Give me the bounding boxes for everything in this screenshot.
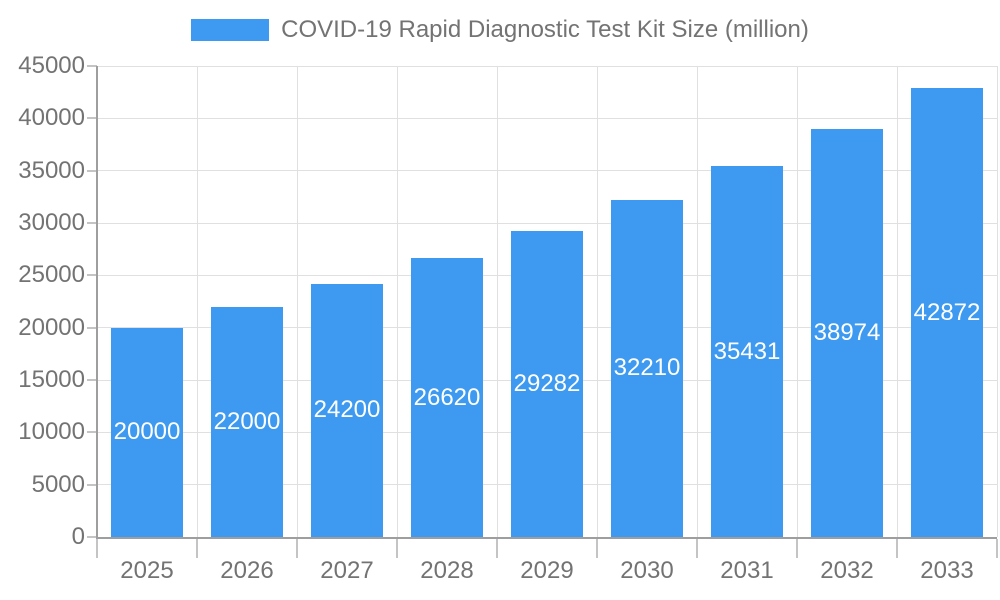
x-gridline <box>896 66 898 537</box>
bar-value-label: 26620 <box>413 383 481 411</box>
x-tick-mark <box>196 539 198 558</box>
legend[interactable]: COVID-19 Rapid Diagnostic Test Kit Size … <box>0 14 1000 46</box>
x-tick-mark <box>96 539 98 558</box>
y-axis-tick-label: 45000 <box>18 52 85 79</box>
bar-2033[interactable] <box>911 88 983 537</box>
y-tick-mark <box>87 483 97 486</box>
x-gridline <box>296 66 298 537</box>
legend-swatch <box>191 19 270 41</box>
x-gridline <box>696 66 698 537</box>
bar-2032[interactable] <box>811 129 883 537</box>
y-tick-mark <box>87 65 97 67</box>
x-gridline <box>496 66 498 537</box>
bar-value-label: 32210 <box>613 354 681 382</box>
y-axis-tick-label: 10000 <box>18 418 85 446</box>
bar-value-label: 38974 <box>813 319 881 347</box>
y-tick-mark <box>87 431 97 434</box>
x-gridline <box>996 66 998 537</box>
x-axis-tick-label: 2025 <box>120 557 174 584</box>
y-axis-tick-label: 15000 <box>18 366 85 393</box>
x-axis-tick-label: 2026 <box>220 557 274 584</box>
bar-2030[interactable] <box>611 199 683 537</box>
bar-value-label: 22000 <box>213 407 281 435</box>
y-gridline <box>97 170 997 172</box>
y-tick-mark <box>87 326 97 329</box>
y-gridline <box>97 222 997 224</box>
x-axis-tick-label: 2030 <box>620 557 674 584</box>
y-tick-mark <box>87 274 97 277</box>
x-axis-tick-label: 2033 <box>920 557 974 584</box>
x-tick-mark <box>896 539 898 558</box>
bar-2026[interactable] <box>211 306 283 537</box>
y-axis-tick-label: 40000 <box>18 104 85 132</box>
x-tick-mark <box>996 539 998 558</box>
bar-2031[interactable] <box>711 166 783 537</box>
bar-value-label: 20000 <box>113 418 181 446</box>
bar-value-label: 24200 <box>313 396 381 424</box>
x-axis-tick-label: 2028 <box>420 557 474 584</box>
bar-value-label: 35431 <box>713 337 781 365</box>
y-axis-tick-label: 20000 <box>18 313 85 341</box>
y-axis-tick-label: 5000 <box>31 470 85 498</box>
y-tick-mark <box>87 117 97 120</box>
x-gridline <box>596 66 598 537</box>
x-tick-mark <box>696 539 698 558</box>
x-tick-mark <box>296 539 298 558</box>
y-tick-mark <box>87 169 97 172</box>
x-axis-tick-label: 2029 <box>520 557 574 584</box>
legend-label: COVID-19 Rapid Diagnostic Test Kit Size … <box>281 16 809 43</box>
y-tick-mark <box>87 222 97 224</box>
x-tick-mark <box>596 539 598 558</box>
x-axis-line <box>95 537 997 539</box>
x-axis-tick-label: 2032 <box>820 557 874 584</box>
x-gridline <box>396 66 398 537</box>
x-tick-mark <box>796 539 798 558</box>
y-gridline <box>97 117 997 119</box>
x-axis-tick-label: 2027 <box>320 557 374 584</box>
x-axis-tick-label: 2031 <box>720 557 774 584</box>
y-axis-tick-label: 25000 <box>18 261 85 289</box>
bar-2027[interactable] <box>311 283 383 537</box>
bar-value-label: 29282 <box>513 369 581 397</box>
bar-2025[interactable] <box>111 327 183 537</box>
y-tick-mark <box>87 536 97 538</box>
y-axis-tick-label: 30000 <box>18 209 85 236</box>
x-tick-mark <box>396 539 398 558</box>
bar-2028[interactable] <box>411 258 483 537</box>
x-gridline <box>796 66 798 537</box>
y-axis-tick-label: 0 <box>71 523 85 550</box>
y-axis-line <box>95 66 98 539</box>
x-tick-mark <box>496 539 498 558</box>
bar-value-label: 42872 <box>913 298 981 326</box>
bar-2029[interactable] <box>511 230 583 537</box>
y-gridline <box>97 65 997 67</box>
y-axis-tick-label: 35000 <box>18 156 85 184</box>
y-tick-mark <box>87 379 97 381</box>
x-gridline <box>196 66 198 537</box>
